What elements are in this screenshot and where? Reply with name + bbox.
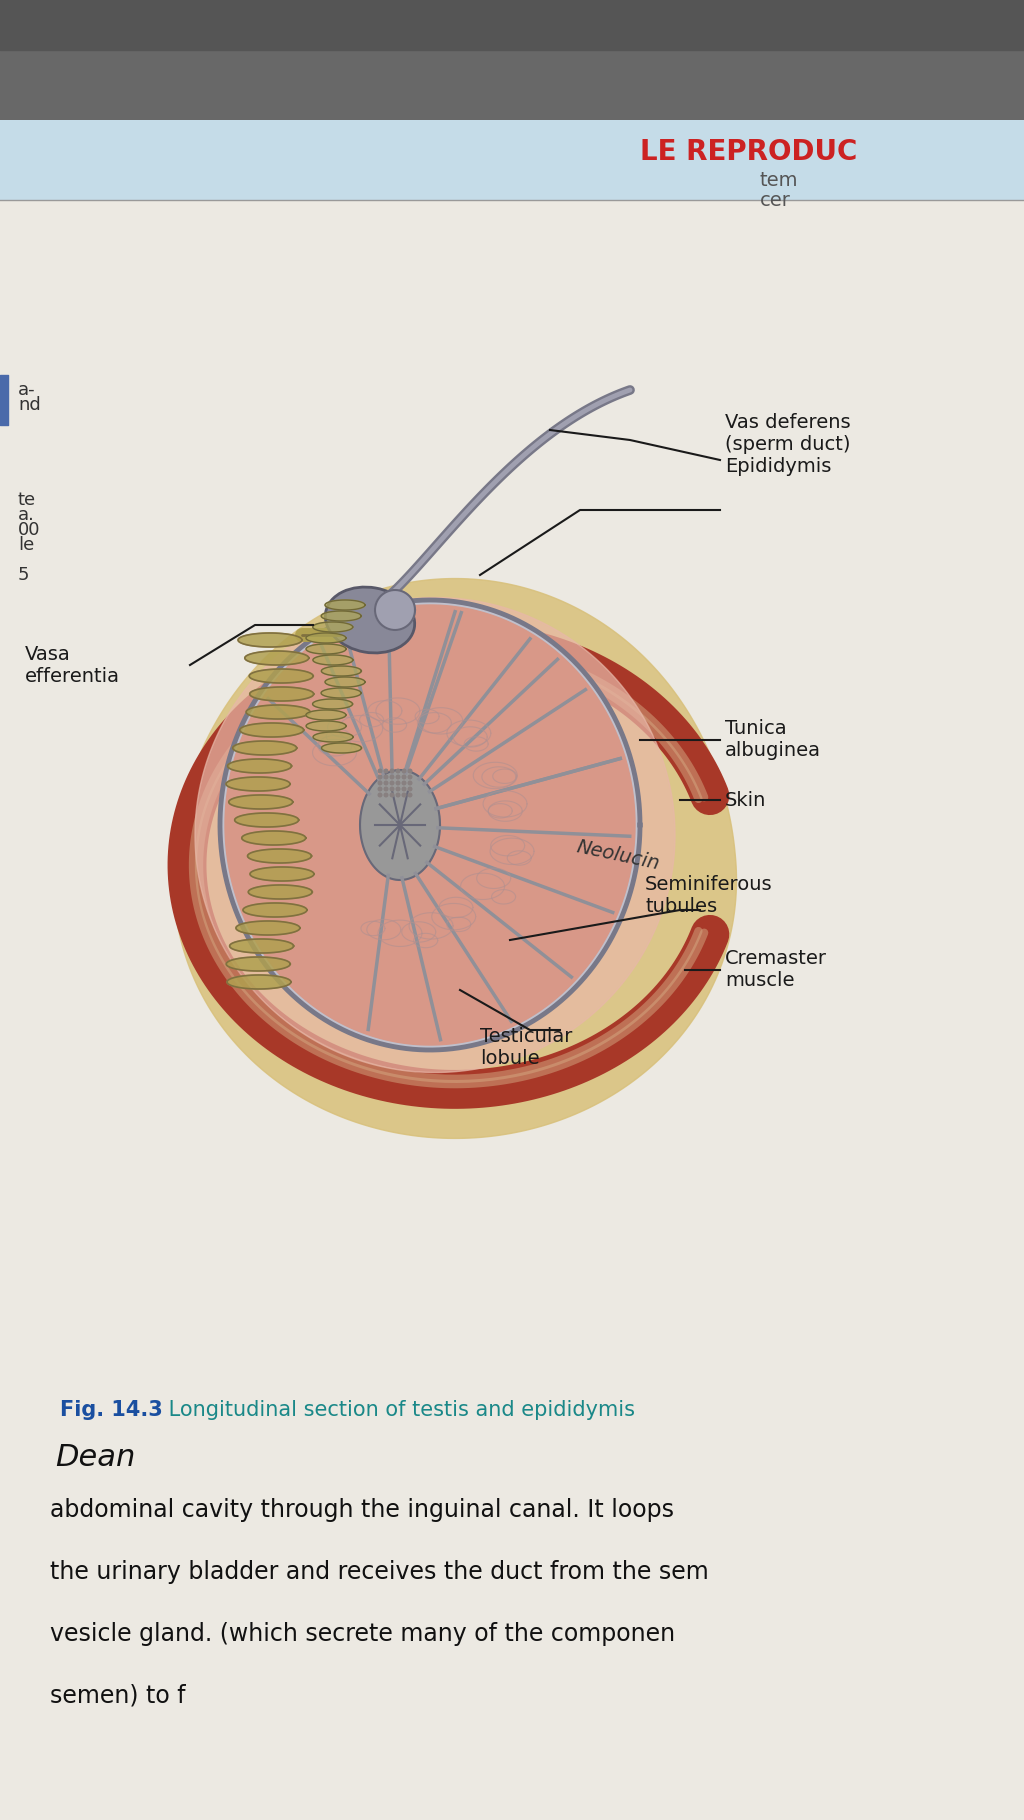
Polygon shape [173,579,736,1138]
Polygon shape [250,866,314,881]
Text: le: le [18,537,34,553]
Text: Tunica
albuginea: Tunica albuginea [725,719,821,761]
Polygon shape [234,814,299,826]
Circle shape [384,768,388,774]
Circle shape [378,781,383,786]
Circle shape [408,775,413,779]
Polygon shape [238,633,302,646]
Polygon shape [248,885,312,899]
Text: abdominal cavity through the inguinal canal. It loops: abdominal cavity through the inguinal ca… [50,1498,674,1522]
Circle shape [378,775,383,779]
Text: vesicle gland. (which secrete many of the componen: vesicle gland. (which secrete many of th… [50,1622,675,1645]
Text: Vas deferens
(sperm duct)
Epididymis: Vas deferens (sperm duct) Epididymis [725,413,851,477]
Polygon shape [313,655,353,664]
Text: a.: a. [18,506,35,524]
Text: Fig. 14.3: Fig. 14.3 [60,1400,163,1420]
Circle shape [395,768,400,774]
Polygon shape [195,597,675,1072]
Polygon shape [322,688,361,699]
Polygon shape [306,710,346,721]
Ellipse shape [326,588,415,653]
Circle shape [395,792,400,797]
Polygon shape [226,957,290,972]
Circle shape [408,768,413,774]
Polygon shape [225,604,635,1045]
Circle shape [401,792,407,797]
Polygon shape [375,590,415,630]
Polygon shape [243,903,307,917]
Polygon shape [306,721,346,732]
Circle shape [384,781,388,786]
Polygon shape [325,601,365,610]
Polygon shape [322,666,361,675]
Text: cer: cer [760,191,791,209]
Circle shape [401,775,407,779]
Text: Cremaster
muscle: Cremaster muscle [725,950,827,990]
Polygon shape [249,670,313,682]
Text: Neolucin: Neolucin [575,837,662,874]
Polygon shape [248,848,311,863]
Text: the urinary bladder and receives the duct from the sem: the urinary bladder and receives the duc… [50,1560,709,1583]
Polygon shape [240,723,304,737]
Polygon shape [236,921,300,935]
Text: Vasa
efferentia: Vasa efferentia [25,644,120,686]
Polygon shape [227,976,291,988]
Text: 5: 5 [18,566,30,584]
Polygon shape [313,732,353,743]
Circle shape [395,775,400,779]
Polygon shape [228,795,293,810]
Circle shape [378,768,383,774]
Circle shape [389,786,394,792]
Circle shape [389,781,394,786]
Circle shape [378,792,383,797]
Circle shape [384,792,388,797]
Circle shape [389,775,394,779]
Text: Testicular
lobule: Testicular lobule [480,1028,572,1068]
Polygon shape [229,939,294,954]
Text: nd: nd [18,397,41,413]
Polygon shape [232,741,297,755]
Text: Dean: Dean [55,1443,135,1472]
Text: tem: tem [760,171,799,189]
Circle shape [395,781,400,786]
Circle shape [401,786,407,792]
Polygon shape [242,832,306,844]
Circle shape [408,792,413,797]
Polygon shape [312,622,352,632]
Polygon shape [226,777,290,792]
Polygon shape [306,644,346,653]
Circle shape [395,786,400,792]
Text: semen) to f: semen) to f [50,1684,185,1707]
Polygon shape [227,759,292,774]
Text: LE REPRODUC: LE REPRODUC [640,138,857,166]
Polygon shape [322,612,361,621]
Text: te: te [18,491,36,510]
Text: Seminiferous
tubules: Seminiferous tubules [645,874,773,915]
Circle shape [389,792,394,797]
Circle shape [408,786,413,792]
Circle shape [384,786,388,792]
Polygon shape [325,677,365,686]
Polygon shape [306,633,346,642]
Text: 00: 00 [18,521,41,539]
Polygon shape [245,652,309,664]
Circle shape [408,781,413,786]
Polygon shape [322,743,361,753]
Circle shape [378,786,383,792]
FancyBboxPatch shape [0,120,1024,1820]
Polygon shape [246,704,310,719]
Text: a-: a- [18,380,36,399]
Circle shape [384,775,388,779]
Polygon shape [360,770,440,881]
Polygon shape [220,601,640,1050]
FancyBboxPatch shape [0,120,1024,200]
Polygon shape [250,686,313,701]
Text: Longitudinal section of testis and epididymis: Longitudinal section of testis and epidi… [162,1400,635,1420]
Circle shape [401,768,407,774]
Text: Skin: Skin [725,790,766,810]
Circle shape [401,781,407,786]
Circle shape [389,768,394,774]
Polygon shape [312,699,352,710]
